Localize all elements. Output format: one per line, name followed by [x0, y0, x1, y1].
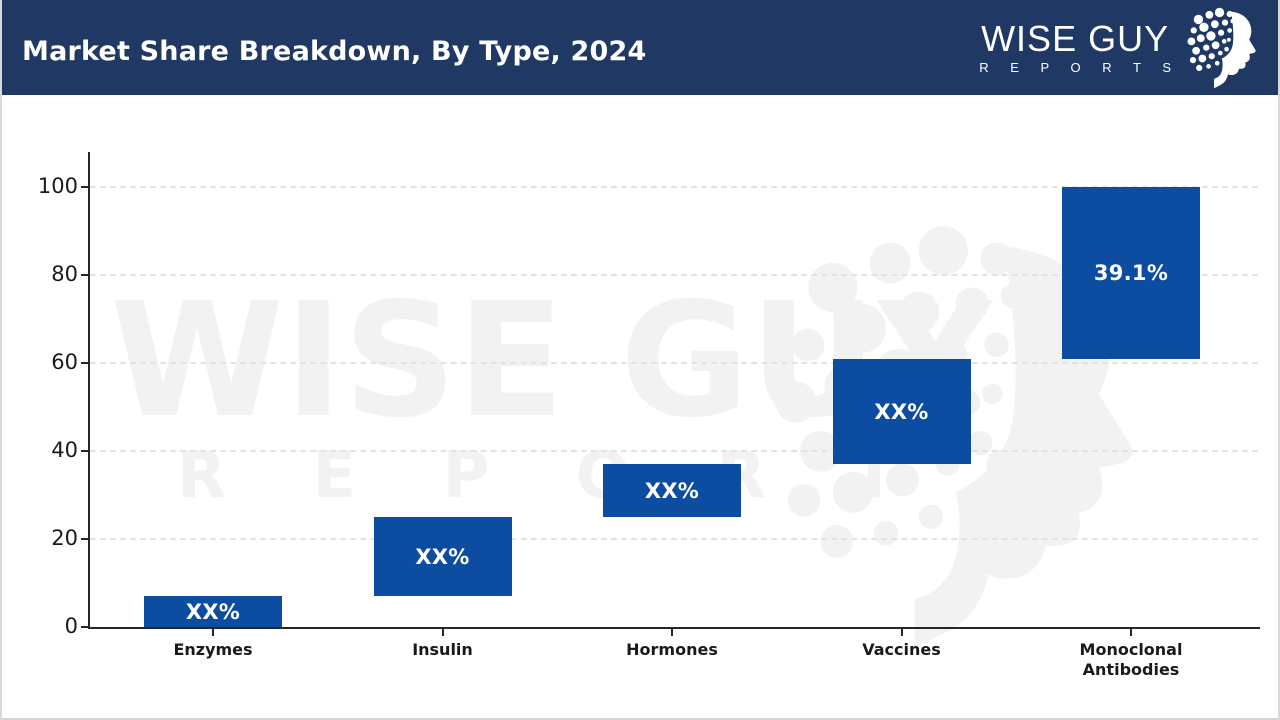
- gridline-y-20: [90, 538, 1258, 540]
- y-tick-mark-40: [81, 450, 89, 452]
- gridline-y-100: [90, 186, 1258, 188]
- y-tick-label-60: 60: [51, 350, 78, 374]
- wiseguy-head-logo-icon: [1187, 7, 1256, 89]
- logo-reports-label: R E P O R T S: [979, 60, 1180, 75]
- y-tick-label-80: 80: [51, 262, 78, 286]
- x-tick-mark-4: [900, 629, 903, 636]
- category-label-enzymes: Enzymes: [173, 640, 253, 659]
- bar-monoclonal-antibodies: 39.1%: [1062, 187, 1200, 360]
- bar-value-label: XX%: [644, 478, 700, 503]
- bar-enzymes: XX%: [144, 596, 282, 627]
- bar-insulin: XX%: [373, 517, 512, 597]
- wiseguy-logo-text: WISE GUY R E P O R T S: [970, 18, 1180, 76]
- header-bar: Market Share Breakdown, By Type, 2024 WI…: [2, 0, 1278, 95]
- y-tick-label-40: 40: [51, 438, 78, 462]
- y-tick-label-0: 0: [64, 614, 78, 638]
- y-axis-line: [88, 152, 90, 629]
- y-tick-mark-100: [81, 186, 89, 188]
- gridline-y-80: [90, 274, 1258, 276]
- bar-hormones: XX%: [603, 464, 741, 517]
- bar-value-label: 39.1%: [1093, 261, 1169, 286]
- bar-value-label: XX%: [874, 399, 929, 424]
- category-label-insulin: Insulin: [412, 640, 473, 659]
- gridline-y-60: [90, 362, 1258, 364]
- y-tick-mark-80: [81, 274, 89, 276]
- bar-vaccines: XX%: [832, 359, 971, 465]
- gridline-y-40: [90, 450, 1258, 452]
- category-label-vaccines: Vaccines: [862, 640, 941, 659]
- category-label-monoclonal-antibodies: Monoclonal Antibodies: [1079, 640, 1183, 680]
- y-tick-mark-60: [81, 362, 89, 364]
- y-tick-mark-0: [81, 626, 89, 628]
- y-tick-label-20: 20: [51, 526, 78, 550]
- logo-wiseguy-label: WISE GUY: [981, 18, 1170, 59]
- bar-value-label: XX%: [415, 544, 470, 569]
- wiseguy-logo: WISE GUY R E P O R T S: [970, 6, 1268, 90]
- y-tick-label-100: 100: [37, 174, 78, 198]
- y-tick-mark-20: [81, 538, 89, 540]
- x-tick-mark-3: [671, 629, 673, 636]
- page-title: Market Share Breakdown, By Type, 2024: [22, 36, 647, 67]
- bar-value-label: XX%: [185, 599, 241, 624]
- x-tick-mark-5: [1130, 629, 1132, 636]
- x-tick-mark-2: [441, 629, 444, 636]
- x-tick-mark-1: [212, 629, 214, 636]
- category-label-hormones: Hormones: [626, 640, 718, 659]
- x-axis-line: [88, 627, 1260, 629]
